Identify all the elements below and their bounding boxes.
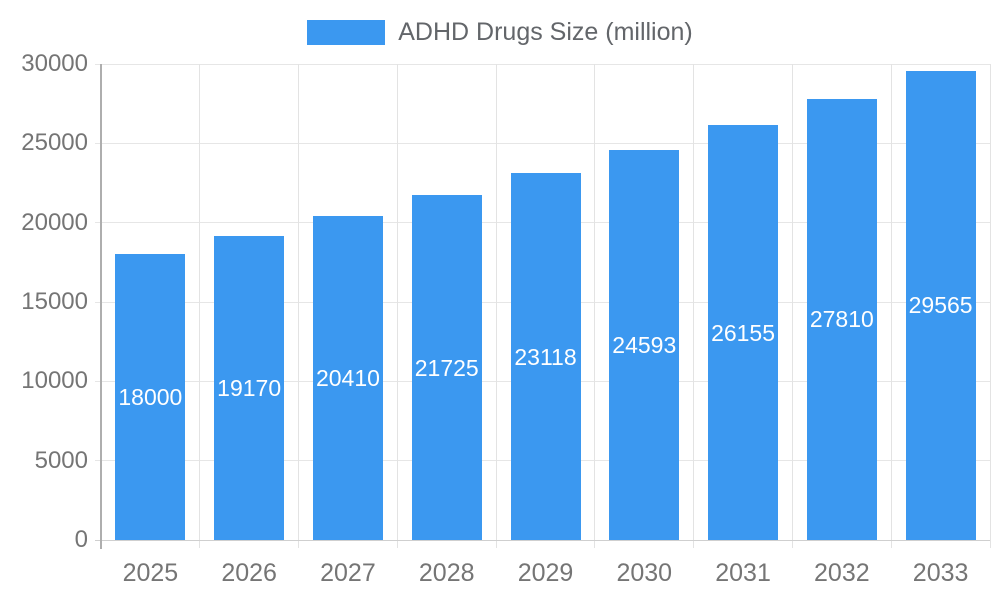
x-axis-tick-label: 2032: [814, 559, 870, 587]
y-axis-tick-label: 10000: [21, 367, 88, 395]
bar[interactable]: [115, 254, 186, 540]
gridline-vertical: [298, 64, 300, 548]
gridline-vertical: [791, 64, 793, 548]
gridline-vertical: [693, 64, 695, 548]
bar[interactable]: [806, 98, 877, 540]
gridline-vertical: [396, 64, 398, 548]
bar-value-label: 29565: [908, 292, 973, 319]
y-axis-tick-label: 25000: [21, 129, 88, 157]
y-axis-line: [100, 64, 102, 549]
legend-label[interactable]: ADHD Drugs Size (million): [398, 18, 693, 46]
bar[interactable]: [411, 195, 482, 540]
y-axis-tick-label: 30000: [21, 50, 88, 77]
bar-value-label: 18000: [118, 384, 183, 411]
bar-value-label: 23118: [514, 343, 577, 370]
x-axis-tick-label: 2030: [616, 559, 673, 587]
gridline-vertical: [495, 64, 497, 548]
bar[interactable]: [214, 235, 285, 540]
x-axis-tick-label: 2026: [221, 559, 277, 587]
bar[interactable]: [708, 125, 779, 540]
legend-swatch[interactable]: [307, 19, 386, 45]
gridline-horizontal: [95, 142, 990, 144]
bar[interactable]: [609, 149, 680, 540]
y-axis-tick-label: 5000: [34, 446, 88, 474]
gridline-vertical: [890, 64, 892, 548]
x-axis-line: [95, 539, 990, 541]
y-axis-tick-label: 0: [74, 526, 88, 553]
x-axis-tick-label: 2029: [517, 559, 574, 587]
gridline-horizontal: [95, 63, 990, 65]
bar[interactable]: [905, 70, 976, 540]
bar-value-label: 27810: [809, 306, 874, 333]
x-axis-tick-label: 2028: [418, 559, 475, 587]
chart-legend[interactable]: ADHD Drugs Size (million): [0, 17, 1000, 47]
bar-value-label: 26155: [711, 319, 776, 346]
gridline-vertical: [989, 64, 991, 548]
y-axis-tick-label: 15000: [21, 288, 88, 315]
bar-value-label: 20410: [315, 365, 380, 392]
y-axis-tick-label: 20000: [21, 208, 88, 236]
x-axis-tick-label: 2033: [912, 559, 969, 587]
x-axis-tick-label: 2031: [715, 559, 771, 587]
gridline-vertical: [594, 64, 596, 548]
bar-value-label: 24593: [612, 331, 677, 358]
bar[interactable]: [312, 216, 383, 540]
bar[interactable]: [510, 173, 581, 540]
bar-value-label: 21725: [414, 354, 479, 381]
gridline-vertical: [199, 64, 201, 548]
bar-value-label: 19170: [217, 374, 282, 401]
x-axis-tick-label: 2027: [320, 559, 376, 587]
x-axis-tick-label: 2025: [122, 559, 179, 587]
